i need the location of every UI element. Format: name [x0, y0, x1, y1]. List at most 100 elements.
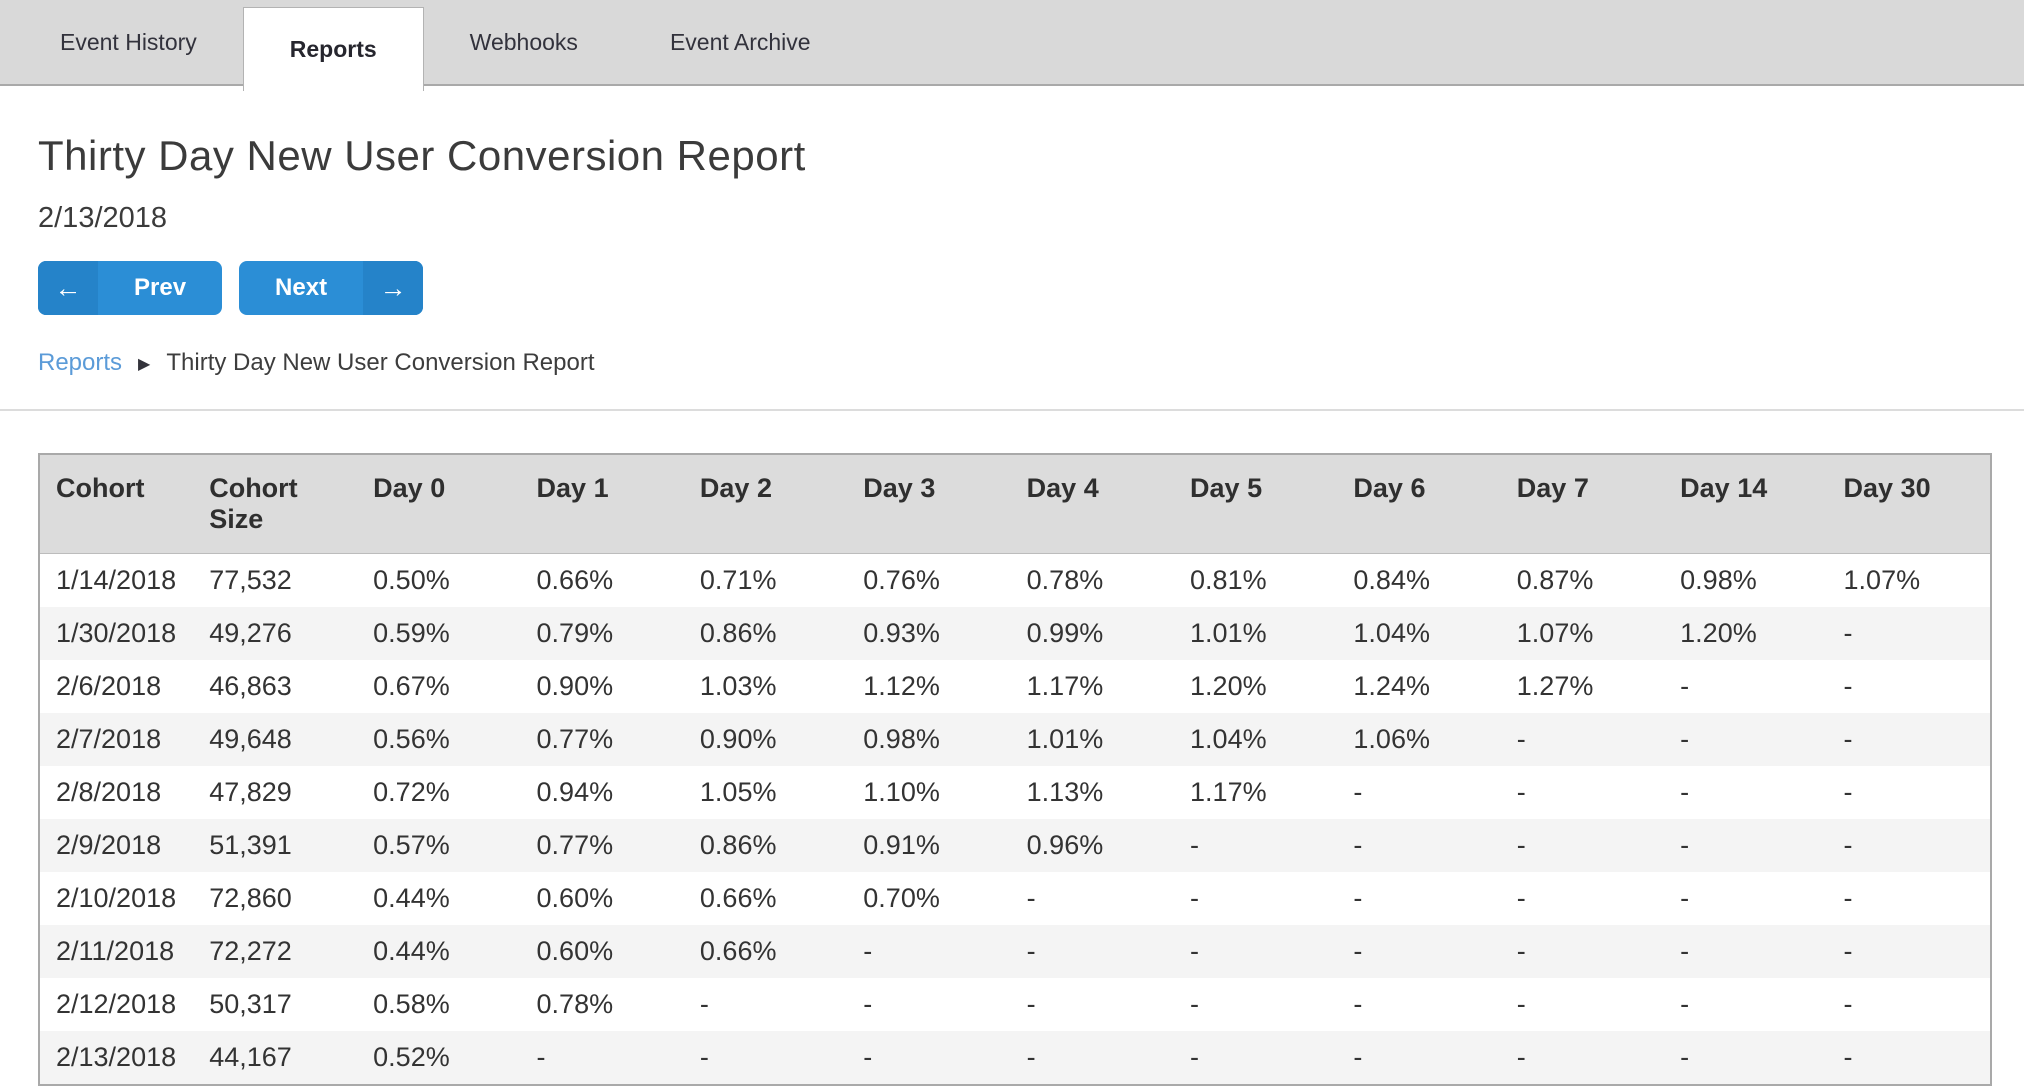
- table-cell: -: [1190, 830, 1200, 860]
- table-cell: -: [863, 936, 873, 966]
- prev-button-label: Prev: [134, 274, 187, 301]
- table-cell: -: [1190, 989, 1200, 1019]
- table-cell: -: [1353, 936, 1363, 966]
- table-cell: 1.20%: [1680, 618, 1757, 648]
- table-cell: 2/11/2018: [56, 936, 175, 966]
- table-cell: 0.99%: [1026, 618, 1104, 648]
- table-cell: 72,860: [209, 883, 292, 913]
- table-cell: -: [1843, 883, 1853, 913]
- table-cell: 0.81%: [1190, 565, 1267, 595]
- table-cell: -: [1190, 1042, 1200, 1072]
- table-cell: 1.07%: [1516, 618, 1594, 648]
- table-cell: -: [1680, 936, 1690, 966]
- table-cell: 0.58%: [373, 989, 450, 1019]
- table-cell: 1.17%: [1190, 777, 1267, 807]
- report-table-section: Cohort Cohort Size Day 0 Day 1 Day 2 Day 3 Day…: [0, 411, 2024, 1086]
- table-cell: -: [1843, 1042, 1853, 1072]
- table-cell: 0.76%: [863, 565, 940, 595]
- table-cell: 1.05%: [699, 777, 777, 807]
- column-header-cohort: Cohort: [39, 454, 194, 554]
- table-cell: -: [1516, 989, 1526, 1019]
- tab-event-history[interactable]: Event History: [60, 28, 197, 55]
- arrow-right-icon: →: [363, 261, 424, 315]
- column-header-day-30: Day 30: [1827, 454, 1991, 554]
- tab-reports[interactable]: Reports: [242, 7, 424, 91]
- breadcrumb-link-reports[interactable]: Reports: [38, 349, 123, 376]
- table-row: 2/6/2018 46,863 0.67% 0.90% 1.03% 1.12% 1.17% 1…: [39, 660, 1991, 713]
- table-cell: -: [1353, 830, 1363, 860]
- table-row: 2/10/2018 72,860 0.44% 0.60% 0.66% 0.70% - - - - -…: [39, 872, 1991, 925]
- next-button[interactable]: Next →: [239, 261, 424, 315]
- table-cell: 1.03%: [699, 671, 777, 701]
- table-cell: 0.60%: [536, 936, 614, 966]
- table-cell: 1.27%: [1516, 671, 1594, 701]
- table-cell: 72,272: [209, 936, 292, 966]
- table-cell: -: [1516, 830, 1526, 860]
- table-cell: -: [1680, 830, 1690, 860]
- table-cell: 49,276: [209, 618, 292, 648]
- table-cell: 44,167: [209, 1042, 292, 1072]
- table-row: 2/11/2018 72,272 0.44% 0.60% 0.66% - - - - - - -: [39, 925, 1991, 978]
- table-cell: 2/7/2018: [56, 724, 162, 754]
- table-cell: 1.10%: [863, 777, 940, 807]
- tab-event-archive[interactable]: Event Archive: [669, 28, 811, 55]
- column-header-day-5: Day 5: [1174, 454, 1338, 554]
- table-cell: 0.84%: [1353, 565, 1430, 595]
- table-cell: 47,829: [209, 777, 292, 807]
- table-cell: 0.93%: [863, 618, 940, 648]
- column-header-day-6: Day 6: [1337, 454, 1501, 554]
- table-cell: -: [1680, 671, 1690, 701]
- table-header-row: Cohort Cohort Size Day 0 Day 1 Day 2 Day 3 Day…: [39, 454, 1991, 554]
- table-cell: -: [1516, 777, 1526, 807]
- table-cell: -: [1516, 883, 1526, 913]
- table-cell: 0.98%: [1680, 565, 1757, 595]
- table-cell: 0.52%: [373, 1042, 450, 1072]
- table-cell: -: [536, 1042, 546, 1072]
- table-cell: 0.77%: [536, 724, 614, 754]
- table-cell: 2/12/2018: [56, 989, 177, 1019]
- prev-button[interactable]: ← Prev: [38, 261, 223, 315]
- table-cell: 0.90%: [699, 724, 777, 754]
- table-cell: -: [1190, 936, 1200, 966]
- table-row: 1/30/2018 49,276 0.59% 0.79% 0.86% 0.93% 0.99%…: [39, 607, 1991, 660]
- table-row: 2/12/2018 50,317 0.58% 0.78% - - - - - - - -: [39, 978, 1991, 1031]
- table-cell: 0.59%: [373, 618, 450, 648]
- table-cell: -: [1353, 777, 1363, 807]
- table-cell: 2/6/2018: [56, 671, 162, 701]
- conversion-table: Cohort Cohort Size Day 0 Day 1 Day 2 Day 3 Day…: [38, 453, 1992, 1086]
- table-cell: 0.77%: [536, 830, 614, 860]
- table-cell: 0.87%: [1516, 565, 1594, 595]
- table-cell: -: [1843, 989, 1853, 1019]
- table-cell: -: [1680, 883, 1690, 913]
- table-cell: -: [1353, 883, 1363, 913]
- table-cell: 0.78%: [536, 989, 614, 1019]
- table-cell: -: [1026, 936, 1036, 966]
- table-cell: 1.12%: [863, 671, 940, 701]
- table-cell: 1.01%: [1026, 724, 1104, 754]
- table-cell: -: [1353, 989, 1363, 1019]
- table-cell: 77,532: [209, 565, 292, 595]
- table-cell: 0.66%: [699, 936, 777, 966]
- table-cell: -: [1516, 936, 1526, 966]
- column-header-day-2: Day 2: [683, 454, 848, 554]
- table-cell: -: [1843, 830, 1853, 860]
- breadcrumb-caret-icon: ▶: [138, 356, 151, 373]
- tab-webhooks[interactable]: Webhooks: [469, 28, 578, 55]
- table-cell: 49,648: [209, 724, 292, 754]
- table-cell: -: [1680, 777, 1690, 807]
- table-cell: 0.44%: [373, 936, 450, 966]
- table-cell: -: [1516, 724, 1526, 754]
- table-row: 2/13/2018 44,167 0.52% - - - - - - - - -: [39, 1031, 1991, 1085]
- column-header-day-4: Day 4: [1010, 454, 1175, 554]
- table-cell: 0.71%: [699, 565, 777, 595]
- table-cell: 0.91%: [863, 830, 940, 860]
- table-row: 2/9/2018 51,391 0.57% 0.77% 0.86% 0.91% 0.96% -…: [39, 819, 1991, 872]
- column-header-day-3: Day 3: [847, 454, 1011, 554]
- table-cell: -: [863, 989, 873, 1019]
- table-cell: 1.20%: [1190, 671, 1267, 701]
- table-cell: -: [1026, 989, 1036, 1019]
- column-header-cohort-size: Cohort Size: [193, 454, 358, 554]
- arrow-left-icon: ←: [38, 261, 98, 315]
- table-cell: -: [1026, 883, 1036, 913]
- table-cell: 1.04%: [1190, 724, 1267, 754]
